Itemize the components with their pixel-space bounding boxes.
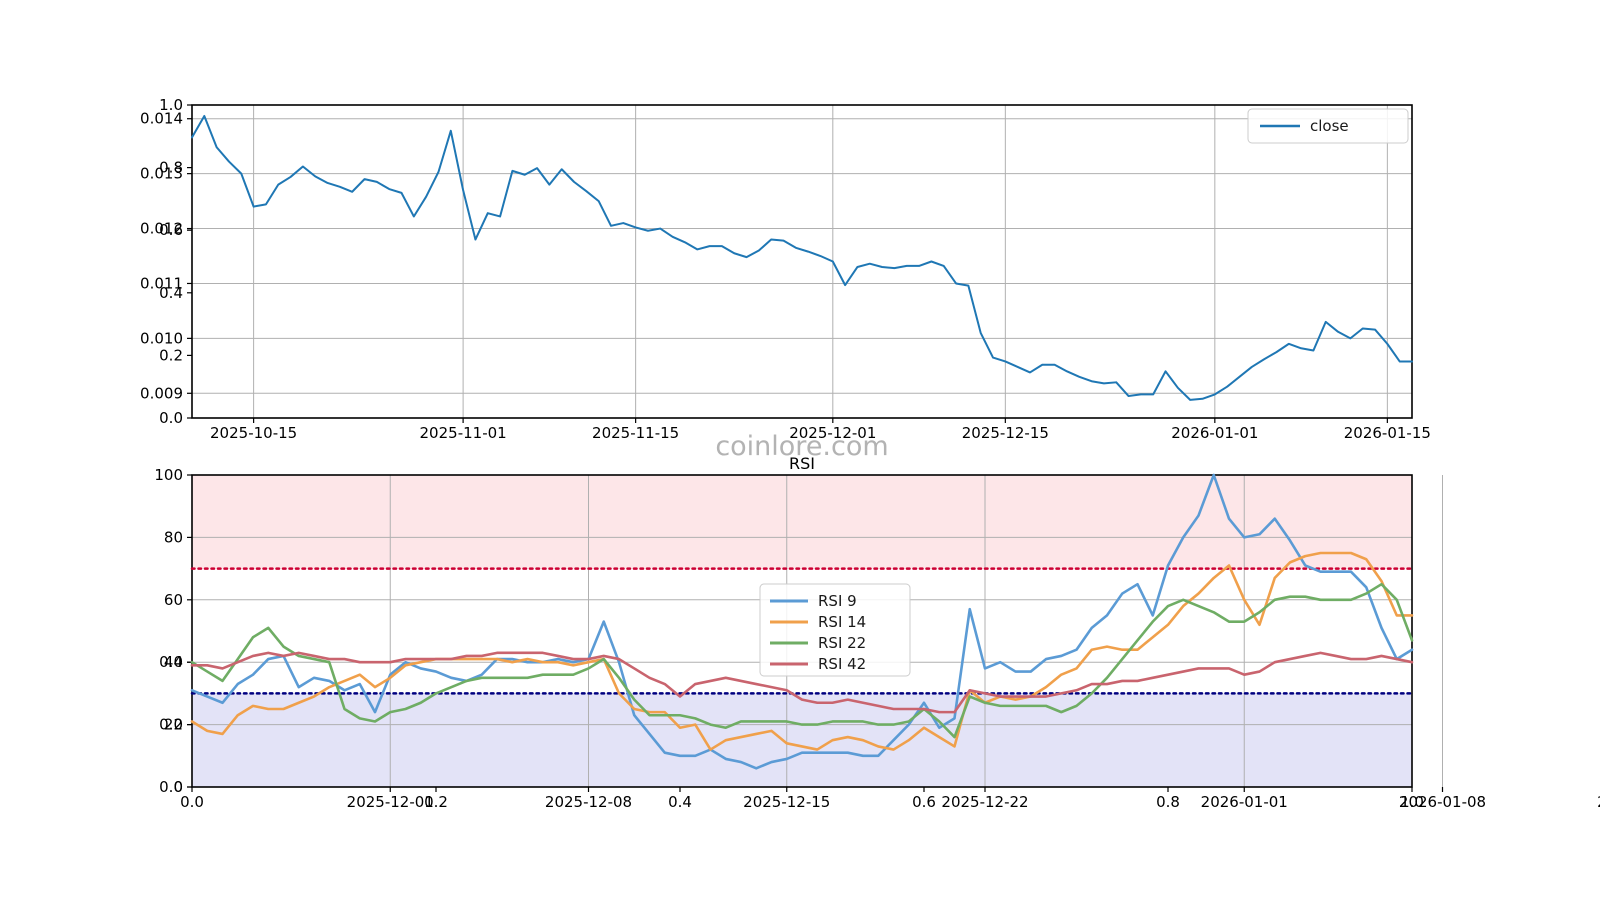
price-legend-box — [1247, 108, 1409, 144]
rsi-legend-box — [759, 583, 911, 677]
rsi-panel-title: RSI — [789, 454, 815, 473]
rsi-ytick-label: 0 — [173, 778, 183, 796]
rsi-xtick-label: 2026-01-01 — [1201, 793, 1288, 811]
rsi-legend-label-rsi-22: RSI 22 — [818, 634, 866, 652]
price-xtick-label: 2026-01-15 — [1344, 424, 1431, 442]
rsi-xtick-secondary-label: 0.6 — [912, 793, 936, 811]
price-ytick-label: 0.010 — [140, 329, 183, 347]
price-ytick-label: 0.012 — [140, 220, 183, 238]
rsi-ytick-secondary-label: 0.4 — [159, 653, 183, 671]
rsi-xtick-label: 2026-01-08 — [1399, 793, 1486, 811]
rsi-xtick-label: 2025-12-08 — [545, 793, 632, 811]
price-close-line — [191, 114, 1413, 401]
rsi-series-line-rsi-9 — [190, 473, 1414, 770]
rsi-ytick-secondary-label: 0.2 — [159, 716, 183, 734]
rsi-ytick-label: 80 — [164, 528, 183, 546]
price-axes-frame — [191, 104, 1413, 419]
rsi-ytick-label: 60 — [164, 591, 183, 609]
rsi-oversold-band — [192, 693, 1412, 787]
rsi-xtick-secondary-label: 0.8 — [1156, 793, 1180, 811]
price-ytick-secondary-label: 0.6 — [159, 221, 183, 239]
rsi-ytick-label: 40 — [164, 653, 183, 671]
rsi-axes-frame — [191, 474, 1413, 788]
rsi-xtick-secondary-label: 1.0 — [1400, 793, 1424, 811]
rsi-xtick-label: 2025-12-01 — [347, 793, 434, 811]
price-legend-label-close: close — [1310, 117, 1349, 135]
price-xtick-label: 2025-12-01 — [789, 424, 876, 442]
watermark-text: coinlore.com — [715, 431, 888, 462]
price-ytick-label: 0.013 — [140, 165, 183, 183]
price-ytick-secondary-label: 0.2 — [159, 346, 183, 364]
rsi-ytick-secondary-label: 0.0 — [159, 778, 183, 796]
rsi-series-line-rsi-42 — [190, 651, 1414, 714]
price-panel: 0.009 0.010 0.011 0.012 0.013 0.014 0.0 0.2 0.4 0… — [140, 96, 1431, 442]
price-ytick-secondary-label: 1.0 — [159, 96, 183, 114]
price-xtick-label: 2026-01-01 — [1171, 424, 1258, 442]
rsi-legend-label-rsi-14: RSI 14 — [818, 613, 866, 631]
price-ytick-secondary-label: 0.0 — [159, 409, 183, 427]
rsi-overbought-band — [192, 475, 1412, 569]
price-ytick-label: 0.014 — [140, 110, 183, 128]
rsi-xtick-secondary-label: 0.0 — [180, 793, 204, 811]
rsi-legend-label-rsi-9: RSI 9 — [818, 592, 857, 610]
rsi-xtick-secondary-label: 0.2 — [424, 793, 448, 811]
rsi-xtick-label: 2025-12-15 — [743, 793, 830, 811]
rsi-ytick-label: 100 — [154, 466, 183, 484]
rsi-xtick-label: 2025-12-22 — [941, 793, 1028, 811]
rsi-series-line-rsi-14 — [190, 551, 1414, 751]
rsi-xtick-label: 2026-01-15 — [1597, 793, 1600, 811]
rsi-xtick-secondary-label: 0.4 — [668, 793, 692, 811]
price-ytick-label: 0.009 — [140, 384, 183, 402]
rsi-series-line-rsi-22 — [190, 582, 1414, 739]
price-xtick-label: 2025-10-15 — [210, 424, 297, 442]
price-ytick-secondary-label: 0.8 — [159, 159, 183, 177]
price-ytick-label: 0.011 — [140, 274, 183, 292]
rsi-panel: 0 20 40 60 80 100 0.0 0.2 0.4 2025-12-01 2025-12-0… — [154, 454, 1600, 811]
price-ytick-secondary-label: 0.4 — [159, 284, 183, 302]
rsi-legend-label-rsi-42: RSI 42 — [818, 655, 866, 673]
price-xtick-label: 2025-11-15 — [592, 424, 679, 442]
price-xtick-label: 2025-11-01 — [420, 424, 507, 442]
price-xtick-label: 2025-12-15 — [962, 424, 1049, 442]
rsi-ytick-label: 20 — [164, 716, 183, 734]
